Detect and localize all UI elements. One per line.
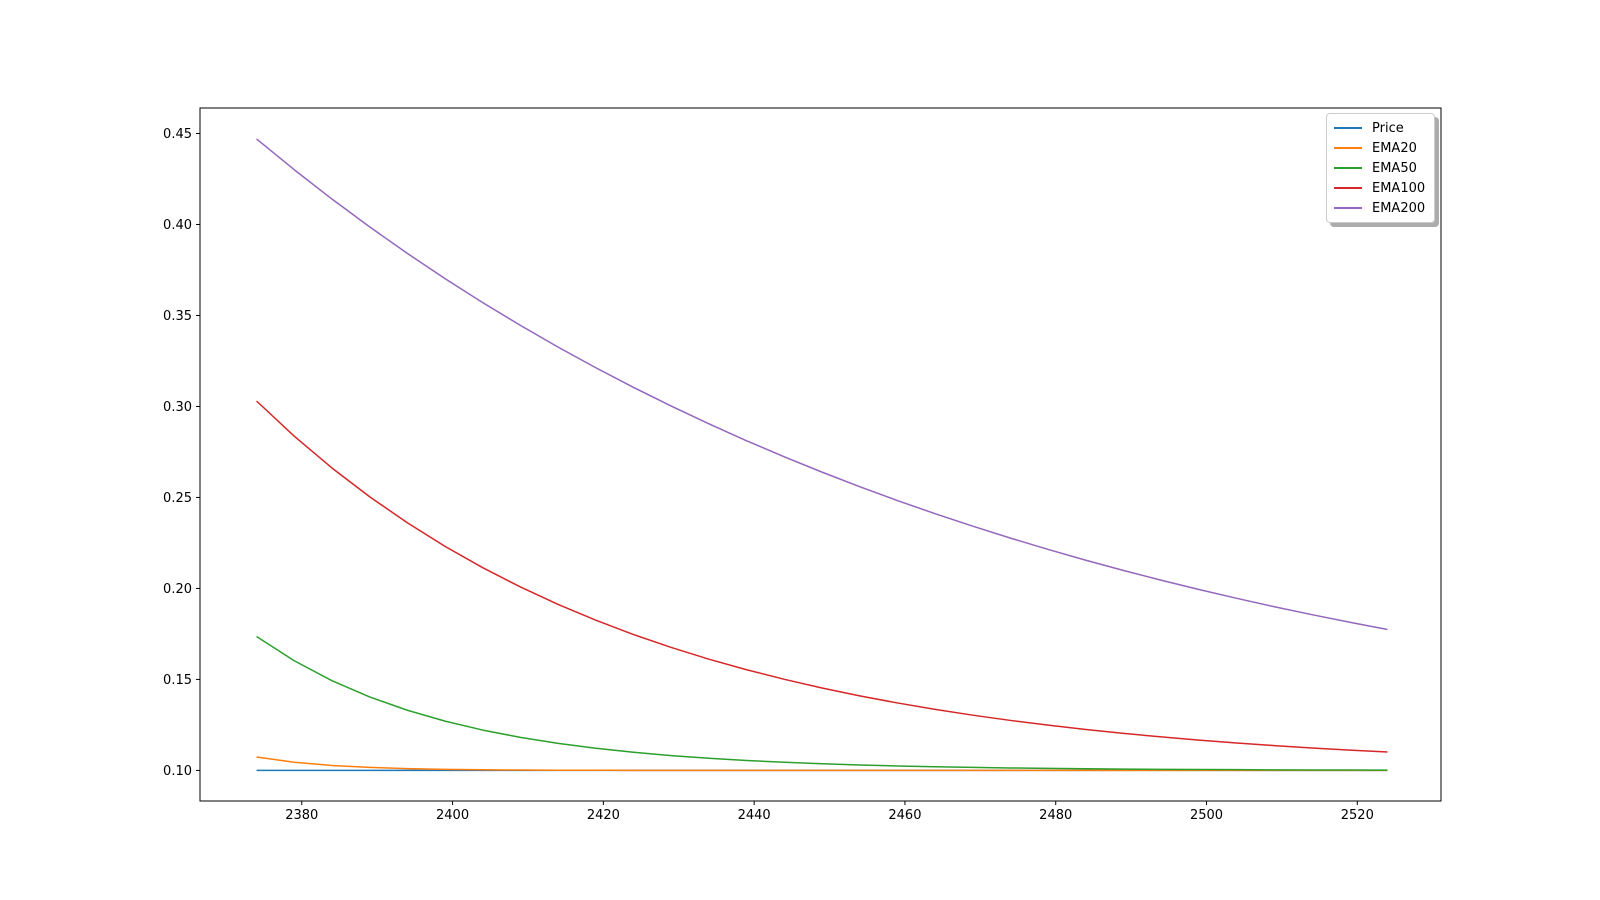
- legend-line-sample: [1334, 147, 1362, 149]
- x-tick-label: 2480: [1039, 808, 1072, 823]
- y-tick-label: 0.45: [163, 127, 192, 142]
- y-tick-label: 0.40: [163, 218, 192, 233]
- legend-label: EMA50: [1372, 160, 1417, 176]
- y-tick-label: 0.15: [163, 673, 192, 688]
- legend-item-ema200: EMA200: [1334, 199, 1425, 217]
- axes-spines: [199, 107, 1442, 802]
- x-tick-label: 2440: [738, 808, 771, 823]
- legend-item-ema20: EMA20: [1334, 139, 1425, 157]
- series-line-ema20: [256, 756, 1388, 772]
- y-tick-label: 0.25: [163, 491, 192, 506]
- y-tick-label: 0.10: [163, 764, 192, 779]
- x-tick-label: 2520: [1341, 808, 1374, 823]
- x-tick-label: 2380: [285, 808, 318, 823]
- legend-label: EMA100: [1372, 180, 1426, 196]
- legend: Price EMA20 EMA50 EMA100 EMA200: [1326, 113, 1436, 223]
- legend-label: EMA200: [1372, 200, 1426, 216]
- legend-item-price: Price: [1334, 119, 1425, 137]
- legend-label: Price: [1372, 120, 1404, 136]
- legend-label: EMA20: [1372, 140, 1417, 156]
- legend-item-ema50: EMA50: [1334, 159, 1425, 177]
- legend-line-sample: [1334, 187, 1362, 189]
- series-line-ema50: [256, 635, 1388, 771]
- x-tick-label: 2460: [888, 808, 921, 823]
- x-tick-label: 2400: [436, 808, 469, 823]
- y-tick-label: 0.20: [163, 582, 192, 597]
- legend-line-sample: [1334, 207, 1362, 209]
- legend-item-ema100: EMA100: [1334, 179, 1425, 197]
- x-tick-label: 2420: [587, 808, 620, 823]
- y-tick-label: 0.30: [163, 400, 192, 415]
- legend-line-sample: [1334, 167, 1362, 169]
- y-tick-label: 0.35: [163, 309, 192, 324]
- series-line-ema200: [256, 138, 1388, 631]
- x-tick-label: 2500: [1190, 808, 1223, 823]
- series-line-ema100: [256, 400, 1388, 753]
- legend-line-sample: [1334, 127, 1362, 129]
